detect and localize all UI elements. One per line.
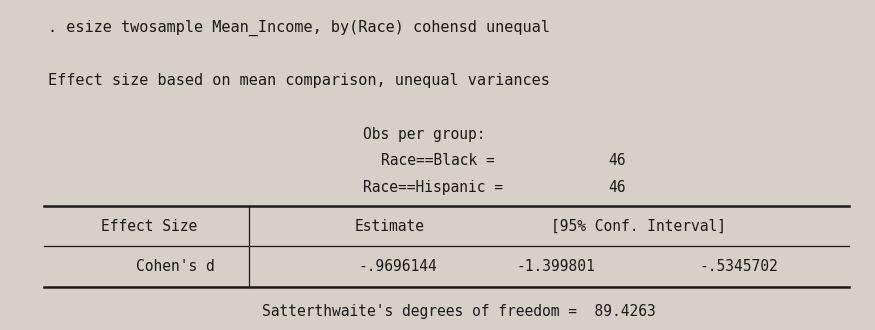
Text: -.5345702: -.5345702	[700, 259, 779, 274]
Text: Satterthwaite's degrees of freedom =  89.4263: Satterthwaite's degrees of freedom = 89.…	[262, 304, 656, 319]
Text: Cohen's d: Cohen's d	[136, 259, 214, 274]
Text: Estimate: Estimate	[354, 218, 424, 234]
Text: Effect Size: Effect Size	[101, 218, 197, 234]
Text: Race==Hispanic =: Race==Hispanic =	[363, 180, 503, 195]
Text: Effect size based on mean comparison, unequal variances: Effect size based on mean comparison, un…	[48, 73, 550, 87]
Text: Race==Black =: Race==Black =	[381, 153, 494, 168]
Text: 46: 46	[608, 180, 626, 195]
Text: 46: 46	[608, 153, 626, 168]
Text: -1.399801: -1.399801	[516, 259, 595, 274]
Text: Obs per group:: Obs per group:	[363, 127, 486, 142]
Text: . esize twosample Mean_Income, by(Race) cohensd unequal: . esize twosample Mean_Income, by(Race) …	[48, 20, 550, 36]
Text: -.9696144: -.9696144	[359, 259, 438, 274]
Text: [95% Conf. Interval]: [95% Conf. Interval]	[551, 218, 726, 234]
